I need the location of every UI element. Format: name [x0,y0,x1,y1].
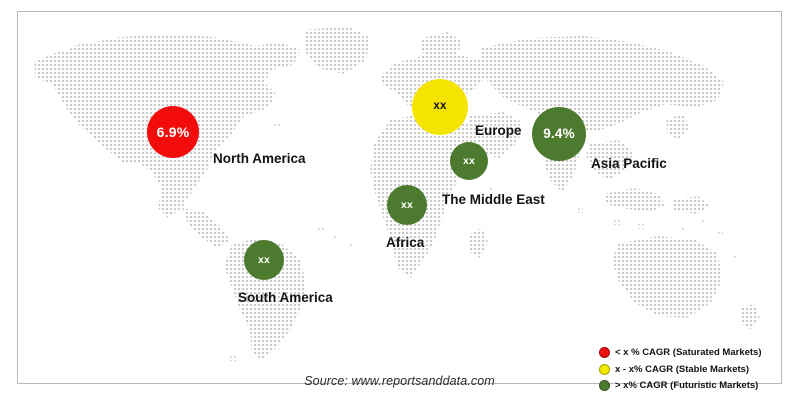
legend-label-stable: x - x% CAGR (Stable Markets) [615,363,750,375]
legend: < x % CAGR (Saturated Markets) x - x% CA… [593,342,783,396]
legend-item-futuristic[interactable]: > x% CAGR (Futuristic Markets) [599,378,783,393]
bubble-value-europe: xx [433,100,447,113]
legend-dot-green-icon [599,380,610,391]
legend-item-stable[interactable]: x - x% CAGR (Stable Markets) [599,362,783,377]
bubble-value-north-america: 6.9% [156,124,190,140]
bubble-value-south-america: xx [257,253,271,266]
bubble-north-america[interactable]: 6.9% [147,106,199,158]
world-map [18,12,781,383]
bubble-the-middle-east[interactable]: xx [450,142,488,180]
bubble-africa[interactable]: xx [387,185,427,225]
region-label-asia-pacific: Asia Pacific [591,156,667,171]
region-label-africa: Africa [386,235,425,250]
map-figure-frame: 6.9% North America xx Europe 9.4% Asia P… [17,11,782,391]
bubble-value-africa: xx [400,198,414,211]
legend-item-saturated[interactable]: < x % CAGR (Saturated Markets) [599,345,783,360]
bubble-asia-pacific[interactable]: 9.4% [532,107,586,161]
bubble-value-the-middle-east: xx [462,154,476,167]
region-label-south-america: South America [238,290,333,305]
legend-label-saturated: < x % CAGR (Saturated Markets) [615,347,762,358]
world-map-dots [34,26,760,361]
bubble-value-asia-pacific: 9.4% [543,126,575,142]
bubble-south-america[interactable]: xx [244,240,284,280]
legend-dot-red-icon [599,347,610,358]
region-label-north-america: North America [213,151,306,166]
region-label-europe: Europe [475,123,522,138]
source-attribution: Source: www.reportsanddata.com [304,374,495,388]
region-label-the-middle-east: The Middle East [442,192,545,207]
legend-label-futuristic: > x% CAGR (Futuristic Markets) [615,380,759,391]
legend-dot-yellow-icon [599,363,610,375]
bubble-europe[interactable]: xx [412,79,468,135]
